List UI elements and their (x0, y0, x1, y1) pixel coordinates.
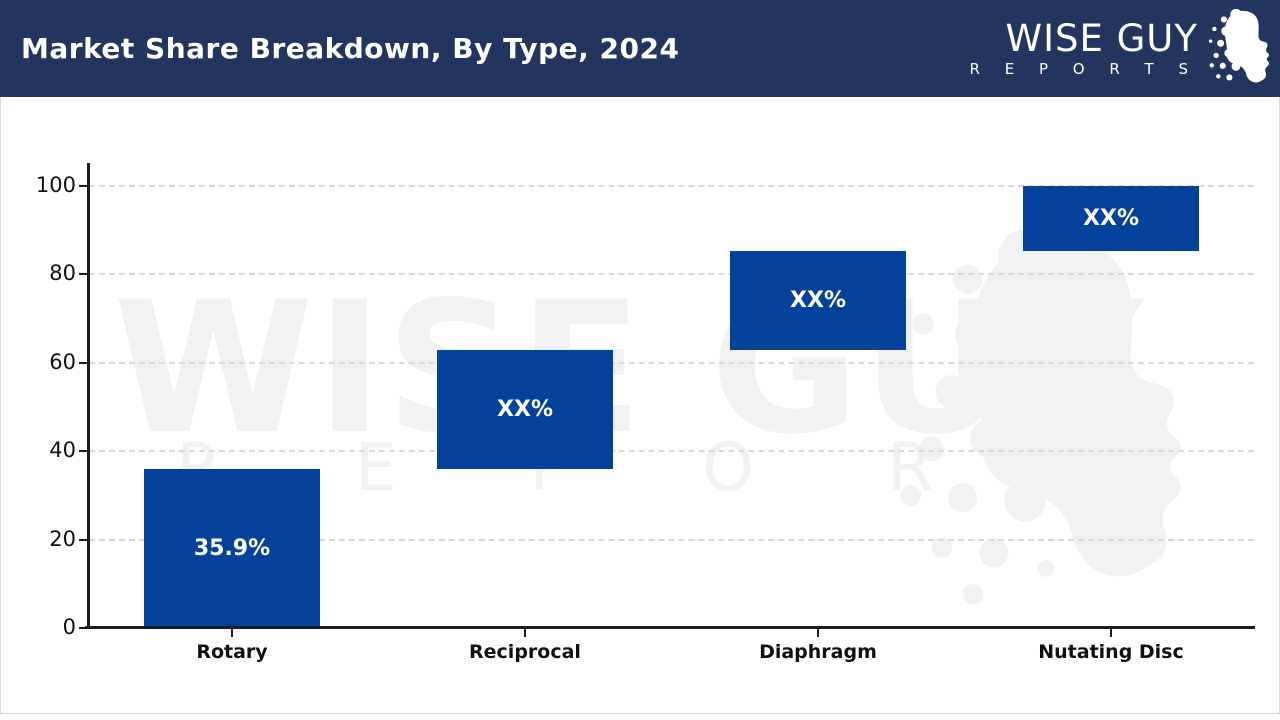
x-tick-mark (817, 628, 819, 637)
bar-segment: XX% (730, 250, 906, 350)
y-tick-mark (79, 273, 88, 276)
y-tick-mark (79, 450, 88, 453)
y-tick-label: 60 (49, 349, 76, 374)
logo-face-icon (1208, 8, 1270, 83)
y-tick-mark (79, 361, 88, 364)
gridline (89, 361, 1254, 364)
wise-guy-logo: WISE GUY R E P O R T S (970, 4, 1270, 94)
x-axis-label: Rotary (196, 641, 268, 663)
page-title: Market Share Breakdown, By Type, 2024 (21, 32, 680, 65)
header-bar: Market Share Breakdown, By Type, 2024 WI… (0, 0, 1280, 97)
bar-value-label: 35.9% (193, 536, 271, 562)
y-tick-label: 20 (49, 526, 76, 551)
bar-value-label: XX% (1083, 205, 1139, 231)
y-axis-line (87, 163, 90, 628)
y-tick-label: 80 (49, 261, 76, 286)
x-axis-label: Nutating Disc (1038, 641, 1184, 663)
plot-area: 0 20 40 60 80 100 Rotary 35.9% Reciprocal XX% Diap… (1, 97, 1280, 714)
x-axis-label: Diaphragm (759, 641, 877, 663)
y-tick-mark (79, 185, 88, 187)
bar-segment: 35.9% (144, 469, 320, 628)
bar-segment: XX% (437, 349, 613, 470)
x-tick-mark (524, 628, 526, 637)
y-tick-mark (79, 538, 88, 541)
x-tick-mark (231, 628, 233, 637)
y-tick-label: 100 (35, 173, 76, 197)
bar-segment: XX% (1023, 186, 1199, 251)
y-tick-mark (79, 627, 88, 629)
gridline (89, 538, 1254, 541)
logo-text: WISE GUY R E P O R T S (970, 20, 1198, 78)
x-axis-label: Reciprocal (469, 641, 581, 663)
bar-value-label: XX% (790, 287, 846, 313)
logo-wordmark: WISE GUY (1005, 17, 1198, 60)
bar-value-label: XX% (497, 397, 553, 423)
gridline (89, 273, 1254, 276)
y-tick-label: 0 (62, 615, 76, 639)
gridline (89, 450, 1254, 453)
gridline (89, 185, 1254, 187)
x-axis-line (85, 626, 1255, 629)
logo-subtitle: R E P O R T S (969, 60, 1198, 78)
y-tick-label: 40 (49, 438, 76, 463)
x-tick-mark (1110, 628, 1112, 637)
chart-card: WISE GUY R E P O R T S 020406080100Rotar… (0, 97, 1280, 714)
